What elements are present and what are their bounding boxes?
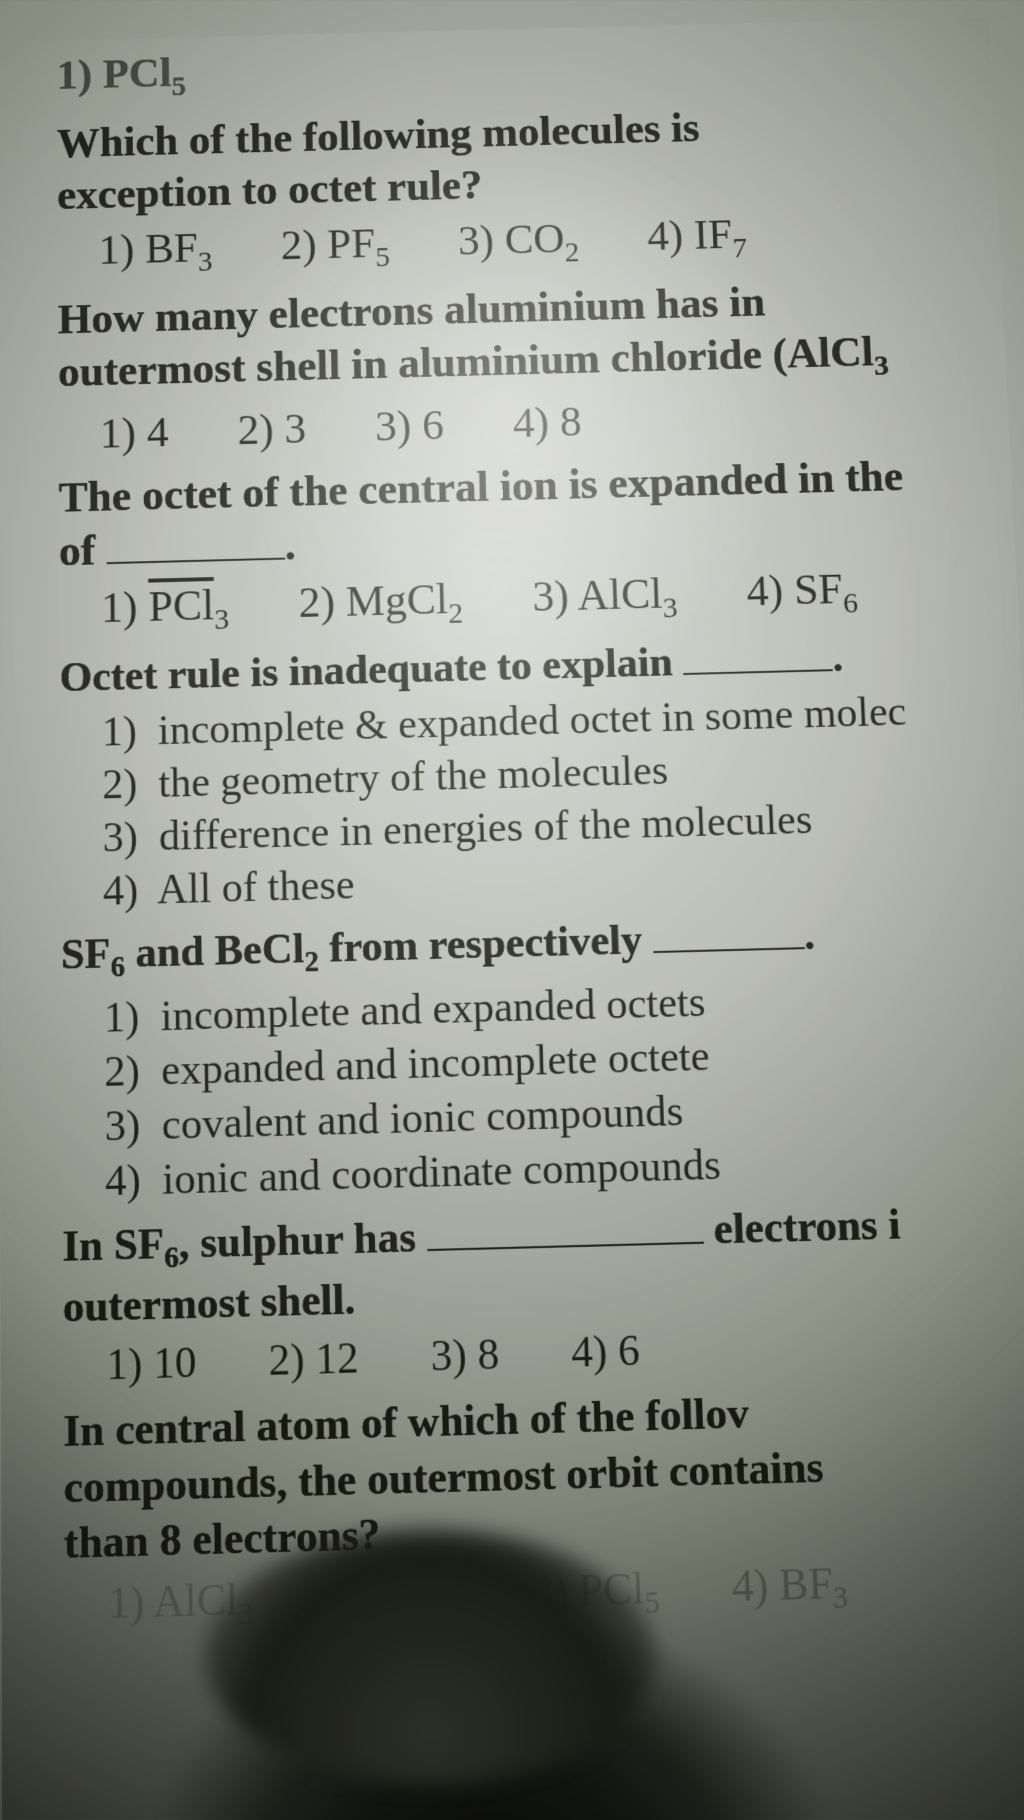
q1-stem-line1: Which of the following molecules is [57, 105, 701, 167]
q5-stem-b: and BeCl [125, 926, 305, 977]
q5-blank [652, 916, 805, 954]
q6-stem-c: electrons i [713, 1201, 901, 1254]
fragment-pcl5: 1) PCl5 [56, 27, 962, 107]
q5-stem-c: from respectively [318, 917, 643, 972]
q3-opt-2: 2) MgCl2 [298, 574, 463, 635]
q5-stem-b-sub: 2 [304, 948, 319, 980]
q3-stem-line1: The octet of the central ion is expanded… [59, 452, 905, 521]
q6-opt-3: 3) 8 [430, 1330, 500, 1382]
q4-blank [682, 638, 833, 675]
q7-stem-line1: In central atom of which of the follov [63, 1390, 749, 1457]
q1-opt-1: 1) BF3 [98, 223, 212, 281]
q1-stem-line2: exception to octet rule? [57, 162, 483, 219]
q2-stem: How many electrons aluminium has in oute… [58, 270, 977, 404]
q3-stem: The octet of the central ion is expanded… [59, 448, 986, 579]
q1-opt-4: 4) IF7 [646, 210, 747, 267]
q6-stem: In SF6, sulphur has electrons i outermos… [62, 1194, 1022, 1335]
q3-opt-3: 3) AlCl3 [532, 568, 679, 628]
q6-blank [426, 1208, 703, 1250]
q2-opt-1: 1) 4 [100, 408, 169, 459]
q2-opt-2: 2) 3 [237, 404, 306, 455]
q6-opt-4: 4) 6 [571, 1326, 641, 1378]
q2-stem-sub: 3 [873, 349, 889, 381]
q5-stem-a-sub: 6 [111, 953, 126, 985]
fragment-sub: 5 [171, 71, 186, 102]
q6-stem-a-sub: 6 [164, 1242, 179, 1275]
q6-stem-a: In SF [62, 1220, 164, 1271]
fragment-text: 1) PCl [56, 50, 171, 99]
q4-stem-text: Octet rule is inadequate to explain [59, 640, 673, 701]
q6-stem-b: , sulphur has [178, 1214, 416, 1268]
q1-stem: Which of the following molecules is exce… [57, 95, 968, 221]
hand-shadow-core [205, 1529, 656, 1784]
q6-opt-2: 2) 12 [268, 1334, 359, 1387]
q1-opt-3: 3) CO2 [458, 214, 580, 272]
q3-opt-1: 1) PCl3 [101, 580, 230, 640]
q2-opt-3: 3) 6 [375, 401, 445, 452]
q4-options: 1) incomplete & expanded octet in some m… [102, 686, 1003, 916]
q3-opt-4: 4) SF6 [746, 564, 859, 623]
q1-opt-2: 2) PF5 [280, 219, 390, 277]
q5-options: 1) incomplete and expanded octets 2) exp… [104, 970, 1017, 1206]
q3-blank [106, 526, 285, 565]
q6-stem-d: outermost shell. [63, 1276, 356, 1332]
q2-opt-4: 4) 8 [512, 397, 582, 448]
q6-opt-1: 1) 10 [106, 1338, 197, 1391]
q3-stem-line2: of [59, 527, 96, 576]
q5-stem-a: SF [61, 931, 111, 979]
